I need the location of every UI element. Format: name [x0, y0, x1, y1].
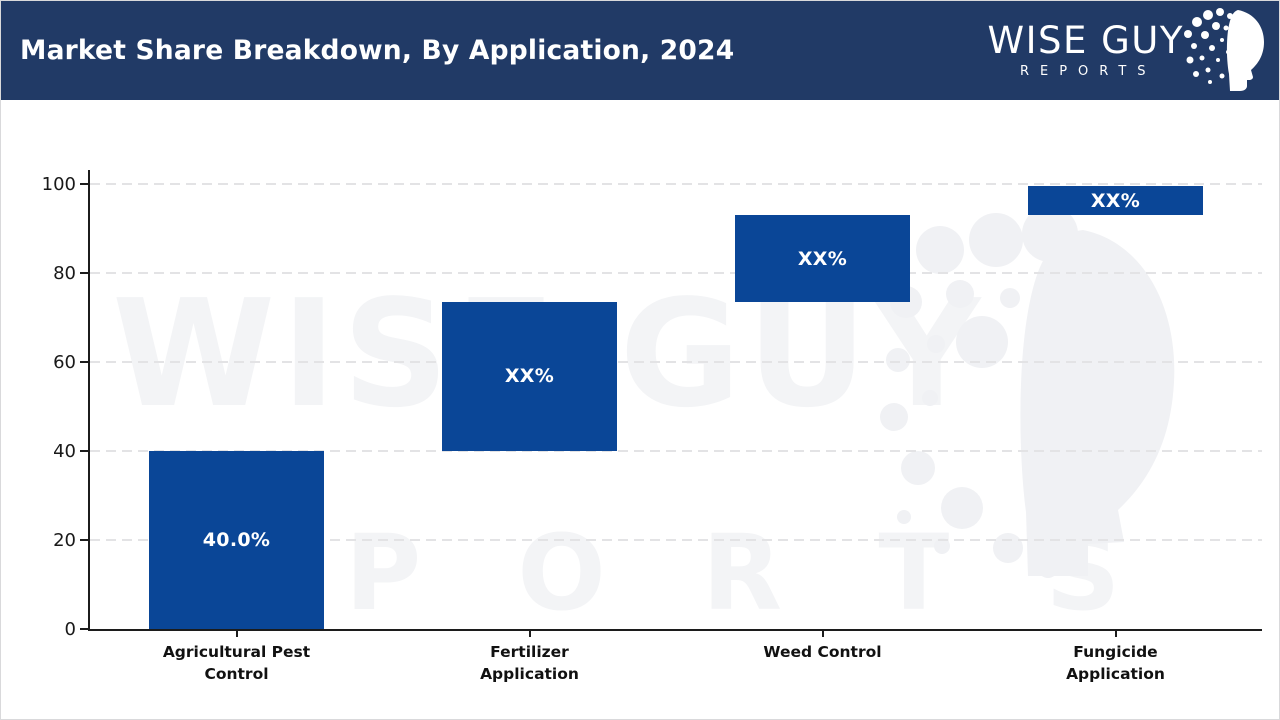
gridline-20 [90, 539, 1262, 542]
x-axis-category-label: Fungicide Application [1066, 643, 1165, 683]
gridline-60 [90, 361, 1262, 364]
x-axis-tick [528, 629, 531, 637]
y-axis-tick-label: 100 [41, 173, 76, 195]
header-bar: Market Share Breakdown, By Application, … [0, 0, 1280, 100]
chart-bar [1027, 186, 1204, 216]
y-axis-tick-label: 60 [53, 351, 76, 373]
y-axis-tick [80, 450, 88, 453]
x-axis-tick [235, 629, 238, 637]
bar-value-label: XX% [797, 247, 848, 270]
wise-guy-reports-logo: WISE GUY REPORTS [988, 8, 1270, 92]
y-axis-tick-label: 20 [53, 529, 76, 551]
y-axis-tick [80, 361, 88, 364]
logo-name: WISE GUY [987, 19, 1184, 63]
logo-head-profile-icon [1184, 8, 1264, 91]
chart-bar [441, 301, 618, 452]
x-axis-tick [1114, 629, 1117, 637]
y-axis-tick-label: 40 [53, 440, 76, 462]
y-axis-tick [80, 183, 88, 186]
chart-bar [148, 451, 325, 629]
bar-value-label: XX% [1090, 189, 1141, 212]
logo-subtitle: REPORTS [1019, 63, 1157, 79]
y-axis-tick [80, 272, 88, 275]
y-axis-tick-label: 80 [53, 262, 76, 284]
gridline-40 [90, 450, 1262, 453]
plot-area: 0 20 40 60 80 100 40.0% Agricultural Pest Contr… [42, 170, 1262, 683]
chart-bar [734, 215, 911, 302]
bar-value-label: XX% [504, 365, 555, 388]
y-axis-tick-label: 0 [64, 618, 76, 640]
bar-value-label: 40.0% [202, 529, 271, 552]
gridline-100 [90, 183, 1262, 186]
page-title: Market Share Breakdown, By Application, … [20, 34, 735, 66]
logo-text: WISE GUY REPORTS [987, 19, 1184, 79]
y-axis-tick [80, 628, 88, 630]
x-axis-category-label: Weed Control [763, 643, 882, 661]
x-axis-category-label: Fertilizer Application [480, 643, 579, 683]
x-axis-category-label: Agricultural Pest Control [162, 643, 311, 683]
y-axis-tick [80, 539, 88, 542]
x-axis-tick [821, 629, 824, 637]
gridline-80 [90, 272, 1262, 275]
